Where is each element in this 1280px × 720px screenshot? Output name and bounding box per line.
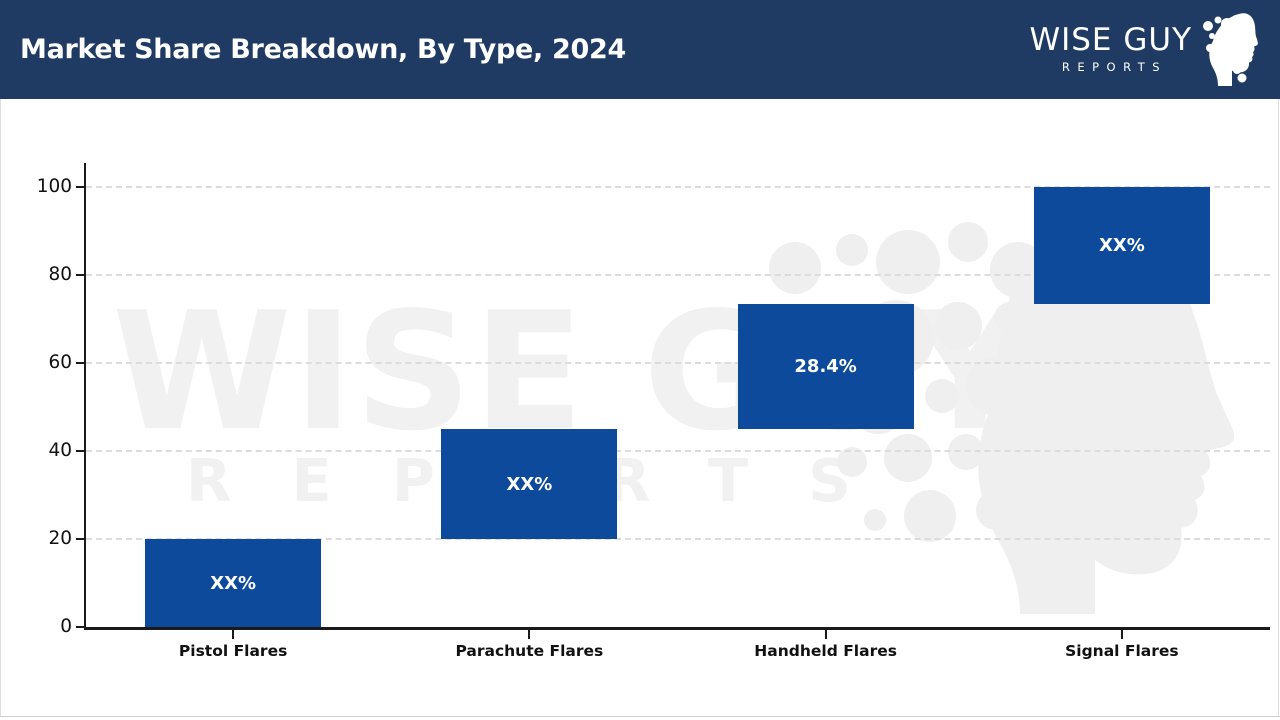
brand-head-icon <box>1203 12 1258 86</box>
y-axis-tick <box>76 538 84 540</box>
bar-value-label: XX% <box>210 572 257 594</box>
bar-signal-flares: XX% <box>1033 187 1210 305</box>
y-axis-tick <box>76 274 84 276</box>
x-axis-category-label: Pistol Flares <box>178 642 288 660</box>
y-axis-tick <box>76 450 84 452</box>
x-axis-tick <box>824 630 827 639</box>
x-axis-tick <box>528 630 531 639</box>
y-axis-tick-label: 0 <box>60 616 72 637</box>
y-axis-tick-label: 20 <box>48 528 72 549</box>
bar-pistol-flares: XX% <box>145 539 322 627</box>
x-axis-category-label: Handheld Flares <box>754 642 897 660</box>
brand-text: WISE GUY REPORTS <box>1029 22 1192 75</box>
x-axis-tick <box>1120 630 1123 639</box>
frame-edge-left <box>0 99 1 717</box>
y-axis-line <box>84 163 86 629</box>
bar-handheld-flares: 28.4% <box>737 304 914 429</box>
bar-value-label: 28.4% <box>794 356 857 377</box>
y-gridline <box>86 450 1270 452</box>
page-title: Market Share Breakdown, By Type, 2024 <box>20 34 626 65</box>
bar-value-label: XX% <box>1098 235 1145 257</box>
y-axis-tick <box>76 626 84 628</box>
brand-name: WISE GUY <box>1029 22 1192 58</box>
y-gridline <box>86 538 1270 540</box>
x-axis-category-label: Signal Flares <box>1065 642 1179 660</box>
frame-edge-right <box>1278 99 1279 717</box>
frame-edge-bottom <box>0 716 1280 717</box>
watermark-head-profile-icon <box>978 230 1235 614</box>
y-axis-tick-label: 80 <box>48 264 72 285</box>
bar-parachute-flares: XX% <box>441 429 618 539</box>
x-axis-tick <box>232 630 235 639</box>
y-gridline <box>86 186 1270 188</box>
y-gridline <box>86 274 1270 276</box>
y-gridline <box>86 362 1270 364</box>
brand-logo: WISE GUY REPORTS <box>1029 8 1258 92</box>
x-axis-category-label: Parachute Flares <box>455 642 604 660</box>
brand-subtitle: REPORTS <box>1061 60 1168 74</box>
y-axis-tick <box>76 186 84 188</box>
x-axis-line <box>84 627 1270 630</box>
y-axis-tick-label: 40 <box>48 440 72 461</box>
y-axis-tick <box>76 362 84 364</box>
header-bar: Market Share Breakdown, By Type, 2024 WI… <box>0 0 1280 99</box>
bar-value-label: XX% <box>506 473 553 495</box>
y-axis-tick-label: 60 <box>48 352 72 373</box>
y-axis-tick-label: 100 <box>36 176 72 197</box>
